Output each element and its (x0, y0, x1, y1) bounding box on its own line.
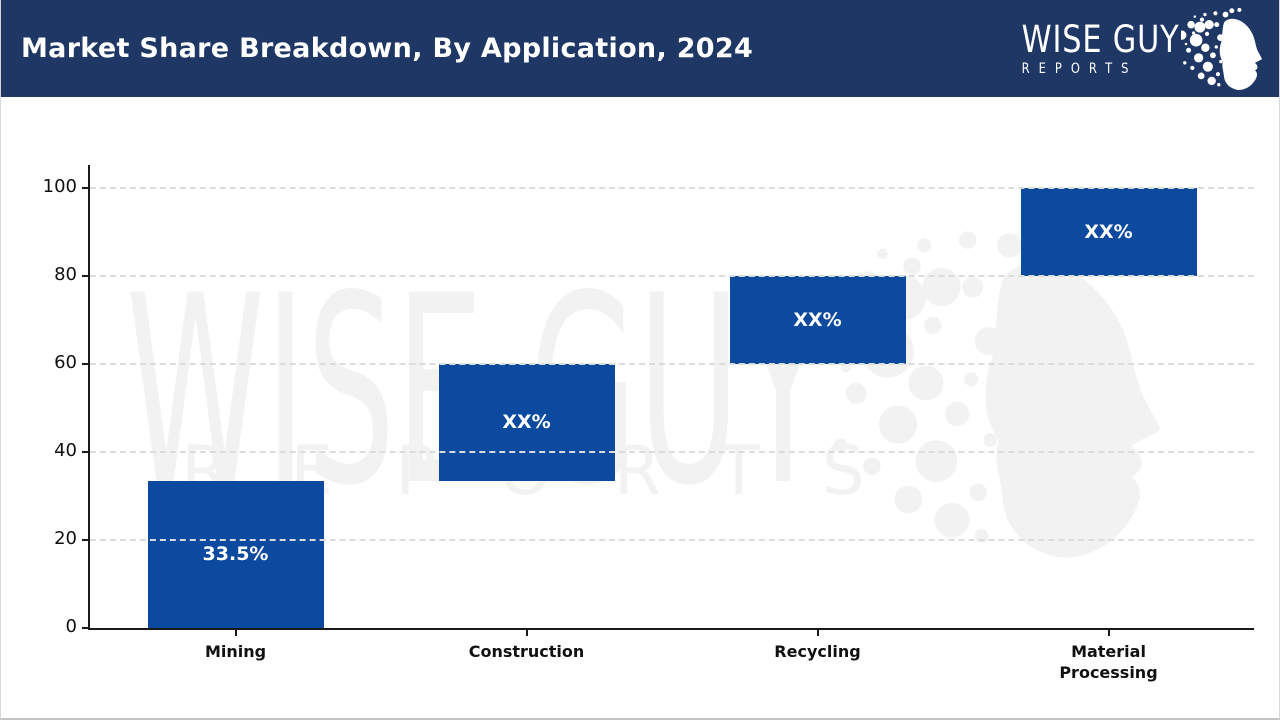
y-axis-tick (82, 539, 90, 541)
bar-value-label: 33.5% (202, 543, 269, 566)
gridline (90, 275, 1254, 277)
logo-wordmark: WISE GUY REPORTS (1021, 17, 1179, 77)
y-axis-tick-label: 40 (54, 440, 77, 461)
logo-head-icon (1181, 7, 1263, 90)
y-axis-tick (82, 451, 90, 453)
x-axis-category-label: Material Processing (1059, 642, 1158, 682)
bar-recycling: XX% (729, 276, 906, 364)
plot-area: 0 20 40 60 80 100 33.5% Mining XX% Construction XX… (1, 97, 1279, 718)
gridline (90, 187, 1254, 189)
y-axis-tick (82, 275, 90, 277)
logo-subword: REPORTS (1021, 60, 1137, 77)
y-axis (88, 165, 90, 630)
x-axis-category-label: Construction (468, 642, 585, 661)
x-axis-tick (816, 628, 819, 636)
y-axis-tick (82, 627, 90, 629)
bar-value-label: XX% (502, 411, 551, 434)
wiseguy-logo: WISE GUY REPORTS (987, 7, 1265, 91)
y-axis-tick-label: 0 (65, 616, 77, 637)
logo-word: WISE GUY (1021, 17, 1179, 61)
y-axis-tick (82, 187, 90, 189)
bar-value-label: XX% (1084, 221, 1133, 243)
x-axis-tick (234, 628, 237, 636)
bar-mining: 33.5% (147, 480, 324, 628)
y-axis-tick-label: 20 (54, 528, 77, 549)
x-axis-tick (525, 628, 528, 636)
x-axis-category-label: Recycling (774, 642, 861, 661)
y-axis-tick-label: 80 (54, 264, 77, 285)
y-axis-tick-label: 60 (54, 352, 77, 373)
bar-material-processing: XX% (1020, 188, 1197, 276)
gridline (90, 451, 1254, 453)
header-bar: Market Share Breakdown, By Application, … (1, 0, 1279, 97)
x-axis-category-label: Mining (204, 642, 267, 661)
x-axis (88, 628, 1254, 630)
bar-value-label: XX% (793, 309, 842, 331)
x-axis-tick (1107, 628, 1110, 636)
gridline (90, 363, 1254, 365)
bar-construction: XX% (438, 364, 615, 481)
y-axis-tick (82, 363, 90, 365)
page-title: Market Share Breakdown, By Application, … (21, 33, 754, 64)
y-axis-tick-label: 100 (42, 176, 77, 197)
gridline (90, 539, 1254, 541)
